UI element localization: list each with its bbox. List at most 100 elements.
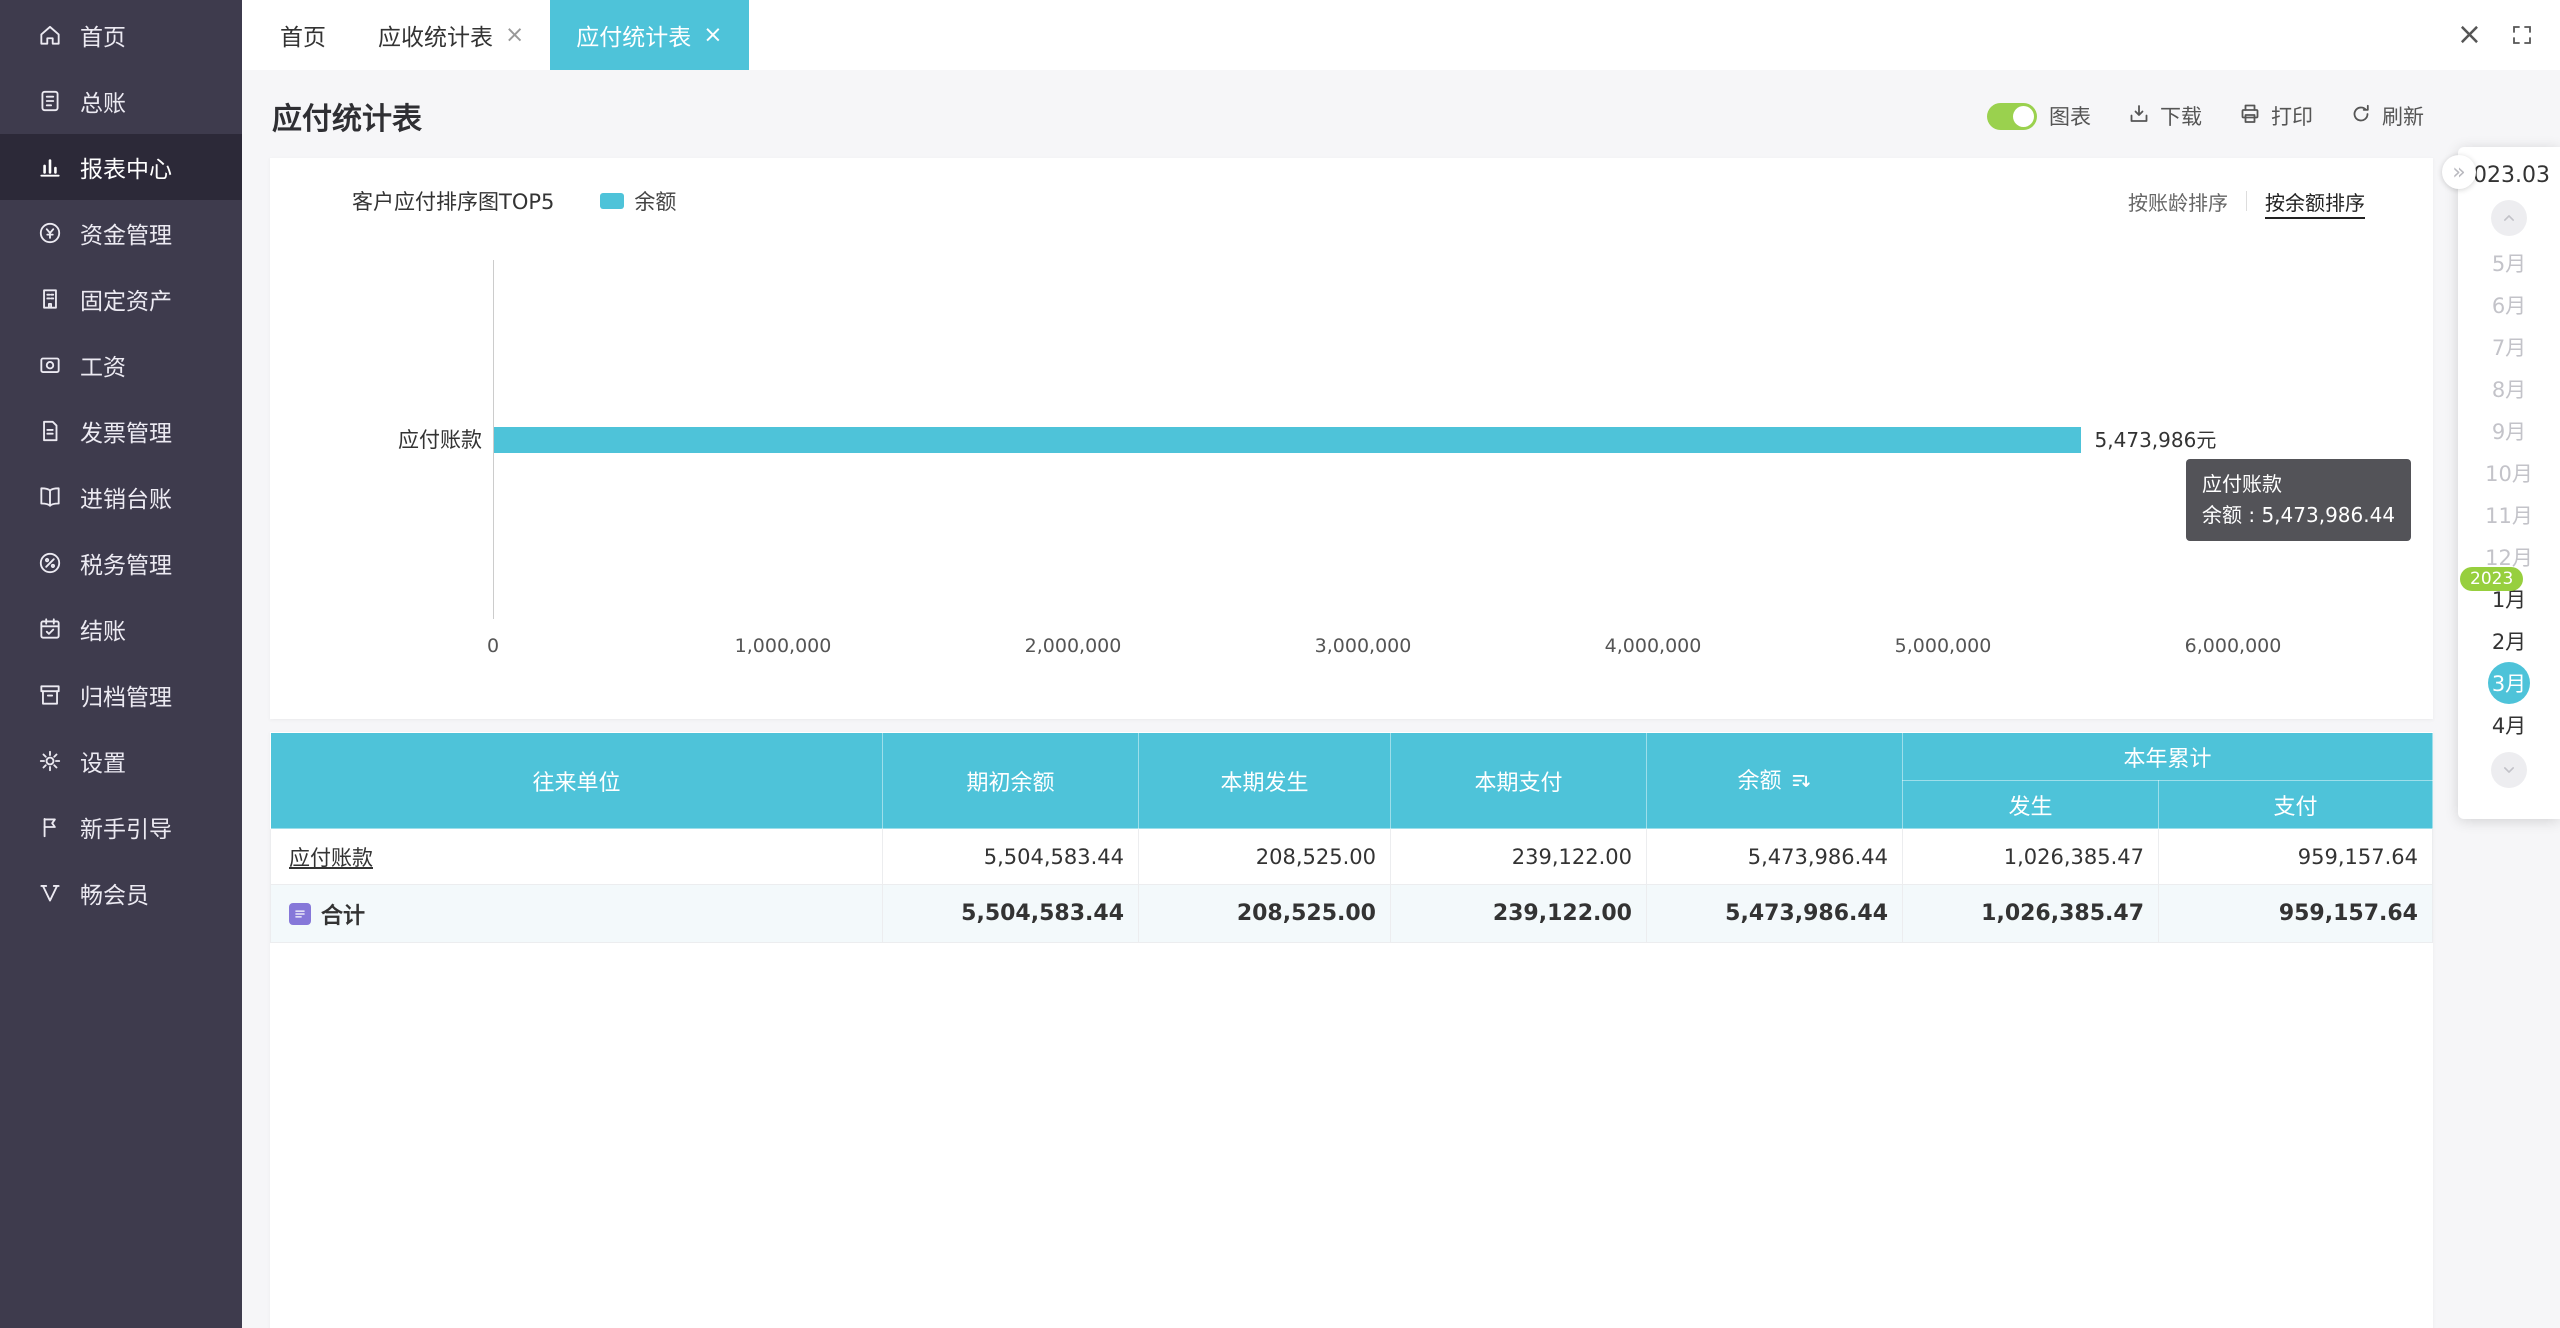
print-button[interactable]: 打印 — [2238, 101, 2313, 131]
month-item-6[interactable]: 6月 — [2458, 284, 2560, 326]
month-item-7[interactable]: 7月 — [2458, 326, 2560, 368]
sidebar-item-closing[interactable]: 结账 — [0, 596, 242, 662]
month-item-5[interactable]: 5月 — [2458, 242, 2560, 284]
month-item-4[interactable]: 4月 — [2458, 704, 2560, 746]
sidebar-item-home[interactable]: 首页 — [0, 2, 242, 68]
sidebar-item-invoice[interactable]: 发票管理 — [0, 398, 242, 464]
month-item-12[interactable]: 12月 — [2458, 536, 2560, 578]
total-ytd-incurred: 1,026,385.47 — [1902, 884, 2159, 943]
col-current-incurred: 本期发生 — [1138, 732, 1391, 829]
chart-title: 客户应付排序图TOP5 — [352, 190, 555, 214]
month-item-2[interactable]: 2月 — [2458, 620, 2560, 662]
scroll-down-icon[interactable] — [2491, 752, 2527, 788]
chart-toggle[interactable] — [1987, 102, 2037, 130]
page-title: 应付统计表 — [272, 102, 422, 137]
tab-close-icon[interactable]: × — [505, 21, 525, 48]
month-item-10[interactable]: 10月 — [2458, 452, 2560, 494]
scroll-up-icon[interactable] — [2491, 200, 2527, 236]
card-icon — [36, 351, 64, 379]
sidebar-item-label: 首页 — [80, 25, 126, 51]
tab-payable-report[interactable]: 应付统计表 × — [550, 0, 749, 70]
col-ytd-paid: 支付 — [2158, 780, 2433, 829]
sort-by-age-button[interactable]: 按账龄排序 — [2128, 190, 2228, 215]
x-tick: 1,000,000 — [734, 635, 832, 657]
sort-icon[interactable] — [1790, 770, 1812, 798]
tooltip-title: 应付账款 — [2202, 472, 2282, 496]
month-label: 8月 — [2491, 378, 2527, 402]
col-balance: 余额 — [1646, 732, 1903, 829]
month-item-8[interactable]: 8月 — [2458, 368, 2560, 410]
month-label: 3月 — [2491, 672, 2527, 696]
sidebar-item-label: 总账 — [80, 91, 126, 117]
table-row: 应付账款 5,504,583.44 208,525.00 239,122.00 … — [270, 828, 2433, 885]
x-tick: 5,000,000 — [1894, 635, 1992, 657]
col-ytd: 本年累计 — [1902, 732, 2433, 781]
sidebar-item-archive[interactable]: 归档管理 — [0, 662, 242, 728]
tooltip-value: 余额 : 5,473,986.44 — [2202, 503, 2396, 527]
fullscreen-icon[interactable] — [2510, 23, 2534, 47]
sidebar-item-guide[interactable]: 新手引导 — [0, 794, 242, 860]
col-label: 余额 — [1737, 769, 1782, 794]
month-label: 5月 — [2491, 252, 2527, 276]
month-label: 11月 — [2485, 504, 2533, 528]
month-item-11[interactable]: 11月 — [2458, 494, 2560, 536]
cell-current-incurred: 208,525.00 — [1138, 828, 1391, 885]
total-label: 合计 — [321, 903, 366, 929]
month-item-1[interactable]: 1月 — [2458, 578, 2560, 620]
table-header: 往来单位 期初余额 本期发生 本期支付 余额 本年累计 发生 — [270, 732, 2433, 829]
table-total-row: 合计 5,504,583.44 208,525.00 239,122.00 5,… — [270, 884, 2433, 943]
v-member-icon — [36, 879, 64, 907]
tab-home[interactable]: 首页 — [254, 0, 352, 70]
balance-bar[interactable] — [494, 427, 2081, 453]
sidebar-item-label: 结账 — [80, 619, 126, 645]
main-area: 首页 应收统计表 × 应付统计表 × × 应付统计表 — [242, 0, 2560, 1328]
legend-item[interactable]: 余额 — [600, 186, 676, 216]
sidebar-item-funds[interactable]: 资金管理 — [0, 200, 242, 266]
legend-label: 余额 — [634, 190, 677, 214]
sidebar-item-payroll[interactable]: 工资 — [0, 332, 242, 398]
sort-by-balance-button[interactable]: 按余额排序 — [2265, 190, 2365, 215]
archive-box-icon — [36, 681, 64, 709]
month-label: 12月 — [2485, 546, 2533, 570]
month-item-9[interactable]: 9月 — [2458, 410, 2560, 452]
cell-current-paid: 239,122.00 — [1390, 828, 1647, 885]
chart-toggle-label: 图表 — [2049, 105, 2091, 129]
col-label: 本年累计 — [2123, 746, 2212, 772]
sidebar-item-fixed-assets[interactable]: 固定资产 — [0, 266, 242, 332]
refresh-button[interactable]: 刷新 — [2349, 101, 2424, 131]
sidebar-item-settings[interactable]: 设置 — [0, 728, 242, 794]
sidebar-item-purchase-sales[interactable]: 进销台账 — [0, 464, 242, 530]
content-area: 应付统计表 图表 下载 打印 — [242, 70, 2560, 1328]
close-icon[interactable]: × — [2456, 17, 2482, 52]
month-list: 5月 6月 7月 8月 9月 10月 11月 12月 1月 2月 3月 4月 — [2458, 242, 2560, 746]
year-badge: 2023 — [2460, 567, 2524, 591]
sidebar-item-label: 税务管理 — [80, 553, 172, 579]
sidebar: 首页 总账 报表中心 资金管理 固定资产 工资 发票管理 进销台账 — [0, 0, 242, 1328]
total-current-incurred: 208,525.00 — [1138, 884, 1391, 943]
sidebar-item-tax[interactable]: 税务管理 — [0, 530, 242, 596]
invoice-icon — [36, 417, 64, 445]
chart-sort-options: 按账龄排序 按余额排序 — [2110, 187, 2383, 216]
unit-link[interactable]: 应付账款 — [289, 845, 373, 870]
tab-label: 应付统计表 — [576, 25, 692, 51]
month-item-3[interactable]: 3月 — [2458, 662, 2560, 704]
sidebar-item-label: 发票管理 — [80, 421, 172, 447]
col-label: 发生 — [2008, 794, 2053, 820]
tab-receivable-report[interactable]: 应收统计表 × — [352, 0, 550, 70]
tab-close-icon[interactable]: × — [703, 21, 723, 48]
sidebar-item-membership[interactable]: 畅会员 — [0, 860, 242, 926]
month-label: 9月 — [2491, 420, 2527, 444]
cell-ytd-paid: 959,157.64 — [2158, 828, 2433, 885]
download-button[interactable]: 下载 — [2127, 101, 2202, 131]
total-ytd-paid: 959,157.64 — [2158, 884, 2433, 943]
page-header: 应付统计表 图表 下载 打印 — [242, 70, 2458, 158]
tab-label: 首页 — [280, 25, 326, 51]
month-label: 7月 — [2491, 336, 2527, 360]
chart-panel: 客户应付排序图TOP5 余额 按账龄排序 按余额排序 应付账款 — [270, 158, 2433, 719]
sidebar-item-label: 新手引导 — [80, 817, 172, 843]
sidebar-item-general-ledger[interactable]: 总账 — [0, 68, 242, 134]
month-label: 4月 — [2491, 714, 2527, 738]
sidebar-item-report-center[interactable]: 报表中心 — [0, 134, 242, 200]
refresh-label: 刷新 — [2382, 105, 2424, 129]
collapse-icon[interactable]: » — [2442, 155, 2476, 189]
